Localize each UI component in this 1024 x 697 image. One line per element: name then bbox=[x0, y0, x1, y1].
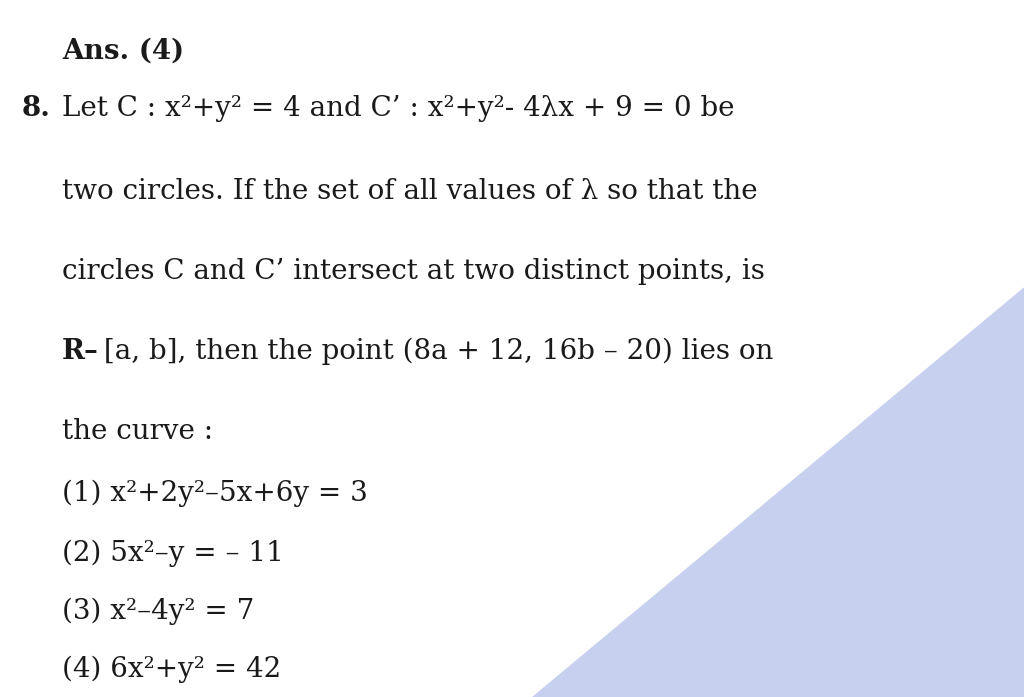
Text: 8.: 8. bbox=[22, 95, 51, 122]
Text: Ans. (4): Ans. (4) bbox=[62, 38, 184, 65]
Text: (4) 6x²+y² = 42: (4) 6x²+y² = 42 bbox=[62, 656, 282, 683]
Polygon shape bbox=[532, 279, 1024, 697]
Text: (2) 5x²–y = – 11: (2) 5x²–y = – 11 bbox=[62, 540, 284, 567]
Text: [a, b], then the point (8a + 12, 16b – 20) lies on: [a, b], then the point (8a + 12, 16b – 2… bbox=[95, 338, 773, 365]
Text: two circles. If the set of all values of λ so that the: two circles. If the set of all values of… bbox=[62, 178, 758, 205]
Text: circles C and C’ intersect at two distinct points, is: circles C and C’ intersect at two distin… bbox=[62, 258, 765, 285]
Text: Let C : x²+y² = 4 and C’ : x²+y²- 4λx + 9 = 0 be: Let C : x²+y² = 4 and C’ : x²+y²- 4λx + … bbox=[62, 95, 734, 122]
Text: the curve :: the curve : bbox=[62, 418, 213, 445]
Text: (3) x²–4y² = 7: (3) x²–4y² = 7 bbox=[62, 598, 254, 625]
Text: R–: R– bbox=[62, 338, 99, 365]
Text: (1) x²+2y²–5x+6y = 3: (1) x²+2y²–5x+6y = 3 bbox=[62, 480, 368, 507]
